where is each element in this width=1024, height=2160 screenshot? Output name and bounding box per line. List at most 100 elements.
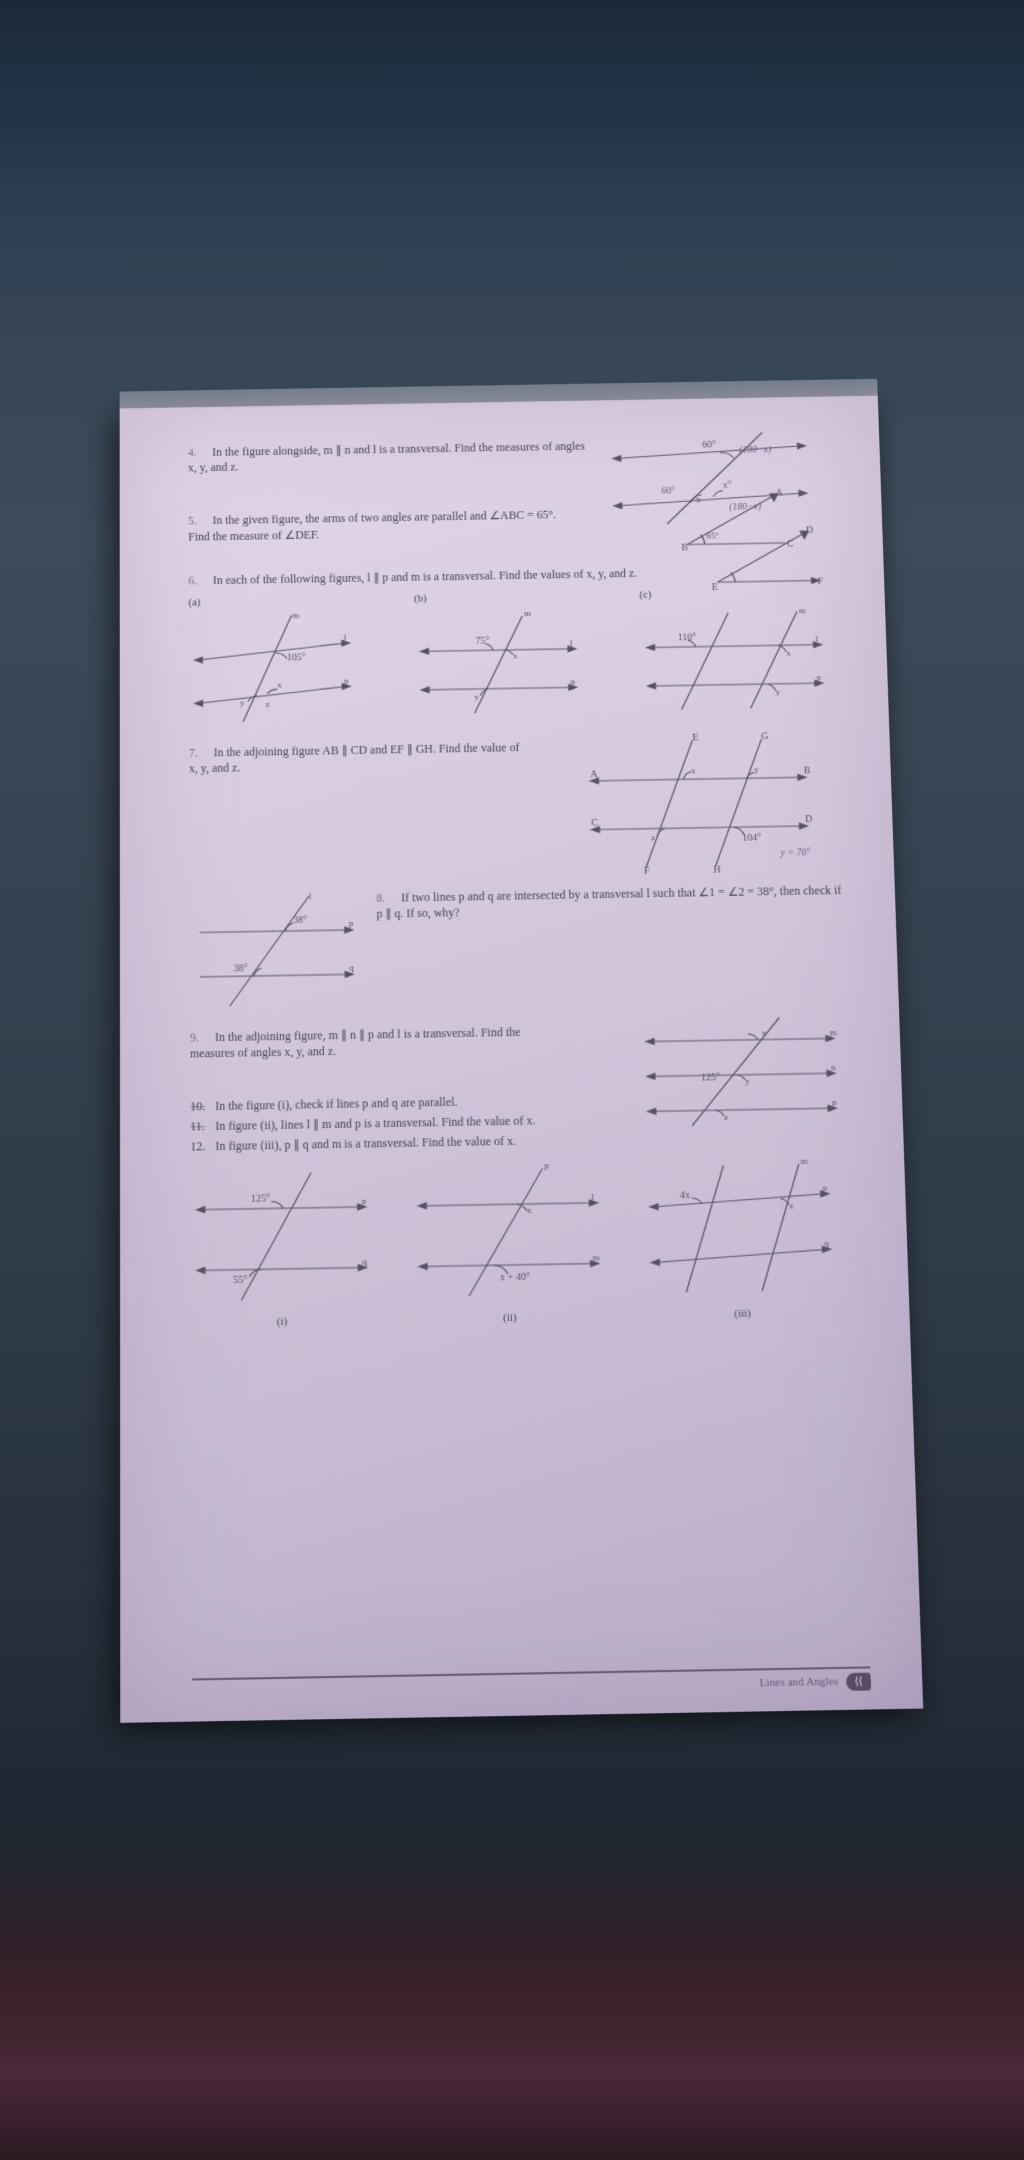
q12-text: In figure (iii), p ∥ q and m is a transv… (215, 1134, 516, 1153)
q12ii-m: m (592, 1252, 599, 1262)
q12ii-l: l (591, 1192, 594, 1202)
q7-x: x (691, 765, 696, 775)
q6b-m: m (524, 608, 531, 618)
q4-number: 4. (188, 445, 209, 461)
q12-ii: x x + 40° l m p (ii) (412, 1157, 607, 1329)
q7-H: H (713, 864, 720, 875)
q6b: (b) 75° x y l (414, 589, 613, 724)
q4-annot-top: (180−x) (739, 444, 771, 455)
q7-figure: A B C D E F G H x y z 104° y = 76° (584, 728, 825, 878)
page-footer: Lines and Angles ⟨⟨ (192, 1666, 871, 1703)
q6a: (a) 105° y x z (188, 593, 386, 728)
q7-number: 7. (189, 745, 211, 761)
q7-C: C (591, 817, 598, 828)
q6a-y: y (240, 697, 245, 707)
q12ii-x: x (527, 1205, 532, 1215)
q6c-label: (c) (639, 585, 835, 603)
q8-number: 8. (376, 890, 398, 906)
q6c-diagram: 110° x y l p m (640, 601, 830, 720)
q6c-angle: 110° (678, 632, 697, 643)
q6a-z: z (266, 699, 270, 709)
q9-m: m (830, 1027, 837, 1037)
q7-diagram: A B C D E F G H x y z 104° y = 76° (584, 728, 825, 878)
q5-angle: 65° (706, 531, 719, 541)
q12ii-label: (ii) (414, 1309, 607, 1328)
q12iii-p: p (822, 1183, 827, 1193)
q8-angle-bot: 38° (234, 963, 248, 974)
q7-F: F (644, 865, 650, 876)
q12-diagrams: 125° 55° p q (i) x x + (190, 1153, 859, 1334)
question-9: 9. In the adjoining figure, m ∥ n ∥ p an… (190, 1018, 850, 1062)
q12iii-m: m (801, 1156, 808, 1166)
q6b-p: p (571, 676, 576, 686)
q8-angle-top: 38° (293, 915, 307, 926)
q7-y: y (754, 764, 759, 774)
q12-i-diagram: 125° 55° p q (190, 1161, 373, 1316)
footer-chapter: Lines and Angles (759, 1674, 838, 1691)
q6a-angle: 105° (287, 652, 306, 663)
q6a-l: l (344, 632, 347, 642)
q6a-diagram: 105° y x z l p m (188, 609, 356, 727)
question-6: 6. In each of the following figures, l ∥… (188, 562, 839, 728)
q7-A: A (590, 769, 598, 780)
q4-angle-top: 60° (702, 440, 716, 451)
q6a-m: m (292, 610, 299, 620)
q10-number: 10. (190, 1098, 212, 1115)
q6a-label: (a) (188, 593, 384, 611)
q12i-top: 125° (251, 1193, 270, 1205)
q6-text: In each of the following figures, l ∥ p … (213, 566, 637, 587)
q9-angle: 125° (701, 1072, 720, 1083)
q8-left-diagram: 38° 38° p q l (189, 891, 359, 1012)
q12-number: 12. (190, 1138, 212, 1155)
q9-n: n (831, 1062, 836, 1072)
footer-pill: ⟨⟨ (846, 1672, 871, 1691)
question-7: 7. In the adjoining figure AB ∥ CD and E… (189, 734, 841, 777)
q6a-p: p (344, 675, 349, 685)
q5-text: In the given figure, the arms of two ang… (188, 508, 556, 543)
q6c-p: p (816, 672, 821, 682)
q6b-x: x (513, 650, 518, 660)
q10-text: In the figure (i), check if lines p and … (215, 1094, 457, 1112)
q7-D: D (805, 814, 812, 825)
q11-text: In figure (ii), lines l ∥ m and p is a t… (215, 1113, 535, 1133)
q12-iii-diagram: 4x x p q m (643, 1153, 839, 1308)
q11-number: 11. (190, 1118, 212, 1135)
q12i-q: q (362, 1256, 367, 1266)
q7-text: In the adjoining figure AB ∥ CD and EF ∥… (189, 740, 519, 775)
q9-text: In the adjoining figure, m ∥ n ∥ p and l… (190, 1025, 521, 1061)
q6b-diagram: 75° x y l p m (414, 605, 583, 723)
q7-B: B (804, 765, 811, 776)
q12i-label: (i) (191, 1313, 373, 1331)
question-5: 5. In the given figure, the arms of two … (188, 503, 834, 545)
q12iii-q: q (824, 1238, 829, 1248)
textbook-page: 4. In the figure alongside, m ∥ n and l … (120, 396, 924, 1723)
q5-number: 5. (188, 513, 210, 529)
q6b-angle: 75° (475, 636, 489, 647)
q9-x: x (762, 1028, 767, 1038)
q5-D: D (806, 526, 813, 537)
q6b-y: y (474, 691, 479, 701)
q12-i: 125° 55° p q (i) (190, 1161, 373, 1333)
q6c: (c) 110° x y (639, 585, 839, 720)
q6c-y: y (776, 686, 781, 696)
question-4: 4. In the figure alongside, m ∥ n and l … (188, 434, 832, 475)
q8-q: q (349, 962, 354, 972)
q5-A: A (776, 488, 784, 499)
q12iii-label: (iii) (646, 1305, 839, 1323)
q7-extra: y = 76° (779, 847, 810, 858)
q12i-bot: 55° (233, 1275, 247, 1287)
q7-angle: 104° (742, 832, 761, 843)
question-8: 38° 38° p q l 8. If two lines p and q ar… (189, 882, 848, 1012)
q9-number: 9. (190, 1029, 212, 1045)
q6b-l: l (570, 638, 573, 648)
q5-C: C (787, 539, 794, 550)
q8-text: If two lines p and q are intersected by … (376, 883, 841, 921)
q7-z: z (651, 832, 655, 842)
q6-number: 6. (188, 572, 210, 588)
q6c-l: l (815, 634, 818, 644)
q6a-x: x (277, 679, 282, 689)
q6b-label: (b) (414, 589, 610, 607)
q5-B: B (681, 543, 688, 554)
q12iii-angle: 4x (680, 1190, 690, 1201)
q8-l: l (309, 891, 312, 901)
